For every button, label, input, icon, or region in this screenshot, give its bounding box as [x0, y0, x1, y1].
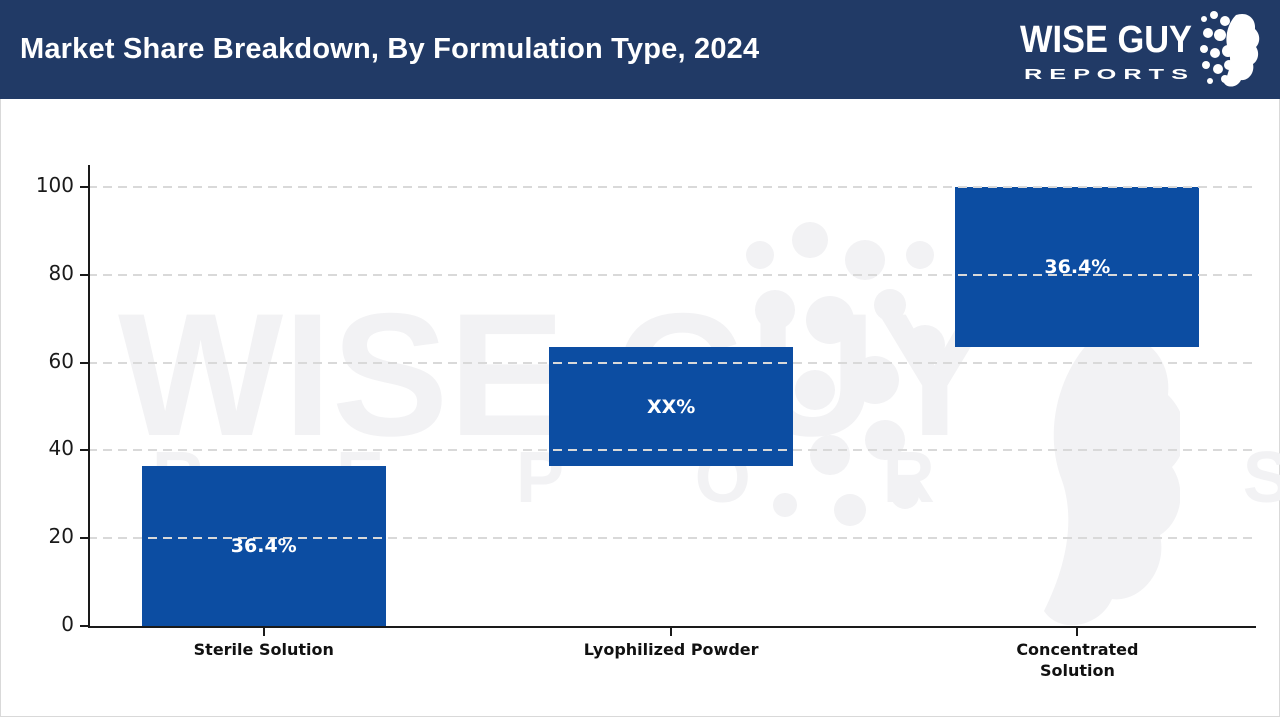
wiseguy-logo: WISE GUY R E P O R T S [1020, 11, 1260, 87]
gridline-60 [88, 361, 1252, 364]
bar-segment-2 [549, 346, 794, 467]
y-axis-tick-mark [80, 537, 88, 540]
bar-value-label-1: 36.4% [230, 535, 297, 558]
x-axis-line [88, 626, 1256, 628]
y-axis-tick-mark [80, 449, 88, 452]
page-title: Market Share Breakdown, By Formulation T… [20, 33, 760, 65]
logo-line1: WISE GUY [1020, 19, 1192, 61]
bar-value-label-3: 36.4% [1044, 255, 1111, 278]
gridline-20 [88, 537, 1252, 540]
x-axis-category-label-3: Concentrated Solution [1016, 640, 1139, 680]
header-bar: Market Share Breakdown, By Formulation T… [0, 0, 1280, 99]
bar-segment-1 [141, 466, 386, 626]
gridline-100 [88, 186, 1252, 188]
y-axis-tick-label: 40 [48, 436, 74, 461]
gridline-40 [88, 449, 1252, 452]
y-axis-tick-mark [80, 273, 88, 276]
x-axis-category-label-1: Sterile Solution [193, 640, 334, 659]
y-axis-tick-label: 60 [48, 348, 74, 373]
y-axis-tick-label: 20 [48, 524, 74, 549]
y-axis-tick-label: 80 [48, 260, 74, 285]
bar-value-label-2: XX% [646, 395, 696, 418]
y-axis-tick-label: 100 [35, 173, 74, 197]
logo-line2: R E P O R T S [1024, 66, 1188, 83]
y-axis-tick-mark [80, 361, 88, 364]
logo-face-icon [1200, 11, 1260, 87]
gridline-80 [88, 273, 1252, 276]
y-axis-tick-label: 0 [61, 612, 74, 636]
y-axis-tick-mark [80, 186, 88, 188]
x-axis-tick-mark [670, 627, 673, 636]
y-axis-tick-mark [80, 625, 88, 627]
bar-segment-3 [955, 187, 1200, 347]
x-axis-tick-mark [262, 627, 265, 636]
x-axis-category-label-2: Lyophilized Powder [583, 640, 759, 659]
y-axis-line [88, 165, 90, 626]
x-axis-tick-mark [1076, 627, 1079, 636]
